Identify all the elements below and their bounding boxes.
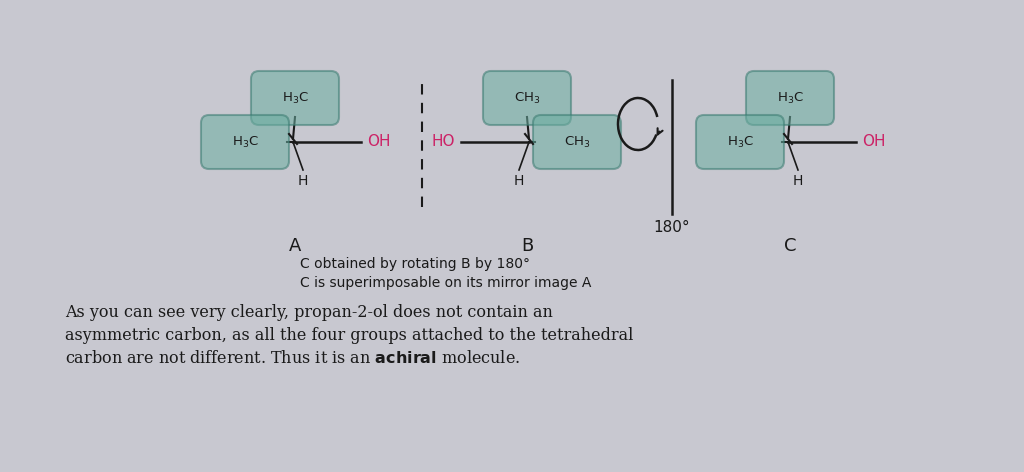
Text: CH$_3$: CH$_3$ (514, 91, 541, 106)
Text: H$_3$C: H$_3$C (231, 135, 258, 150)
Text: C obtained by rotating B by 180°: C obtained by rotating B by 180° (300, 257, 530, 271)
Text: C: C (783, 237, 797, 255)
Text: HO: HO (431, 135, 455, 150)
Text: OH: OH (862, 135, 886, 150)
FancyBboxPatch shape (201, 115, 289, 169)
FancyBboxPatch shape (483, 71, 571, 125)
Text: A: A (289, 237, 301, 255)
Text: H: H (793, 174, 803, 188)
FancyBboxPatch shape (746, 71, 834, 125)
Text: As you can see very clearly, propan-2-ol does not contain an: As you can see very clearly, propan-2-ol… (65, 304, 553, 321)
FancyBboxPatch shape (696, 115, 784, 169)
Text: H: H (514, 174, 524, 188)
Text: carbon are not different. Thus it is an $\mathbf{achiral}$ molecule.: carbon are not different. Thus it is an … (65, 350, 520, 367)
Text: H: H (298, 174, 308, 188)
Text: H$_3$C: H$_3$C (282, 91, 308, 106)
Text: OH: OH (367, 135, 390, 150)
Text: H$_3$C: H$_3$C (776, 91, 804, 106)
FancyBboxPatch shape (251, 71, 339, 125)
Text: C is superimposable on its mirror image A: C is superimposable on its mirror image … (300, 276, 592, 290)
Text: B: B (521, 237, 534, 255)
Text: 180°: 180° (653, 220, 690, 235)
FancyBboxPatch shape (534, 115, 621, 169)
Text: asymmetric carbon, as all the four groups attached to the tetrahedral: asymmetric carbon, as all the four group… (65, 327, 634, 344)
Text: H$_3$C: H$_3$C (727, 135, 754, 150)
Text: CH$_3$: CH$_3$ (564, 135, 590, 150)
